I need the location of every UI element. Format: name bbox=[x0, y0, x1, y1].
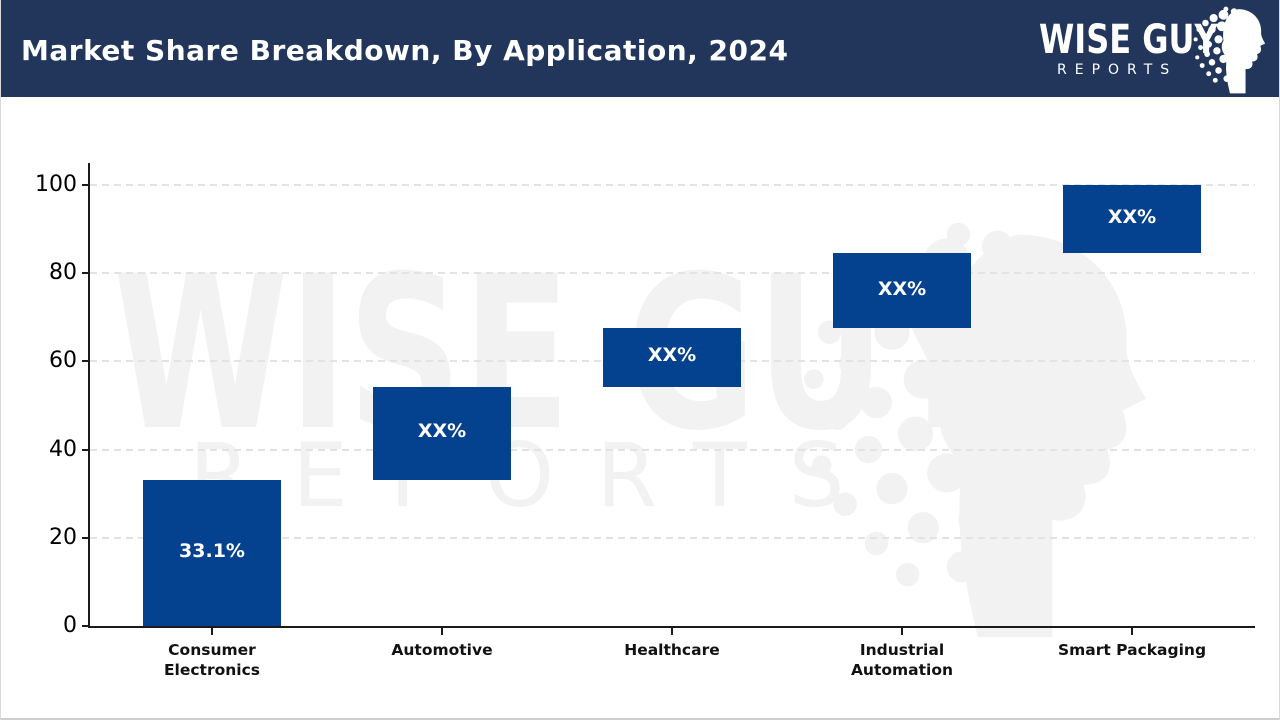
y-tickmark-80 bbox=[82, 272, 89, 275]
x-tickmark-consumer-electronics bbox=[211, 628, 213, 635]
y-tickmark-20 bbox=[82, 536, 89, 539]
y-tickmark-100 bbox=[82, 184, 89, 186]
gridline-100 bbox=[90, 184, 1255, 186]
x-category-label-consumer-electronics: Consumer Electronics bbox=[163, 641, 261, 679]
x-axis-line bbox=[88, 626, 1255, 628]
bar-consumer-electronics bbox=[143, 480, 281, 626]
y-tick-label-0: 0 bbox=[63, 613, 77, 638]
gridline-20 bbox=[90, 536, 1255, 539]
logo-head-dots-icon bbox=[1185, 5, 1275, 95]
x-category-label-industrial-automation: Industrial Automation bbox=[850, 641, 954, 679]
gridline-40 bbox=[90, 448, 1255, 451]
y-tickmark-60 bbox=[82, 360, 89, 363]
y-tick-label-40: 40 bbox=[49, 436, 77, 462]
page-bottom-border bbox=[1, 718, 1279, 720]
y-tickmark-40 bbox=[82, 448, 89, 451]
bar-smart-packaging bbox=[1063, 185, 1201, 254]
bar-value-label-smart-packaging: XX% bbox=[1107, 206, 1157, 229]
bar-industrial-automation bbox=[833, 253, 971, 329]
wise-guy-reports-logo: WISE GUY REPORTS bbox=[981, 0, 1280, 97]
bar-automotive bbox=[373, 386, 511, 481]
bar-value-label-automotive: XX% bbox=[417, 420, 467, 443]
x-tickmark-healthcare bbox=[671, 628, 673, 635]
y-axis-line bbox=[88, 163, 90, 628]
bar-value-label-healthcare: XX% bbox=[647, 344, 697, 367]
page-title: Market Share Breakdown, By Application, … bbox=[21, 34, 789, 67]
x-category-label-smart-packaging: Smart Packaging bbox=[1057, 641, 1207, 659]
x-tickmark-smart-packaging bbox=[1131, 628, 1133, 635]
y-tick-label-60: 60 bbox=[49, 348, 77, 374]
bar-value-label-industrial-automation: XX% bbox=[877, 277, 927, 300]
x-tickmark-automotive bbox=[441, 628, 443, 635]
y-tick-label-20: 20 bbox=[49, 524, 77, 550]
gridline-80 bbox=[90, 272, 1255, 275]
y-tick-label-100: 100 bbox=[35, 172, 77, 197]
bar-healthcare bbox=[603, 328, 741, 387]
x-category-label-automotive: Automotive bbox=[391, 641, 493, 659]
bar-value-label-consumer-electronics: 33.1% bbox=[179, 540, 245, 562]
x-tickmark-industrial-automation bbox=[901, 628, 903, 635]
logo-reports-text: REPORTS bbox=[1057, 62, 1178, 78]
x-category-label-healthcare: Healthcare bbox=[624, 641, 720, 659]
y-tick-label-80: 80 bbox=[49, 260, 77, 286]
watermark-reports-text: REPORTS bbox=[189, 424, 887, 527]
header-bar: Market Share Breakdown, By Application, … bbox=[1, 0, 1280, 97]
y-tickmark-0 bbox=[82, 625, 89, 627]
logo-wordmark: WISE GUY bbox=[1039, 17, 1218, 63]
